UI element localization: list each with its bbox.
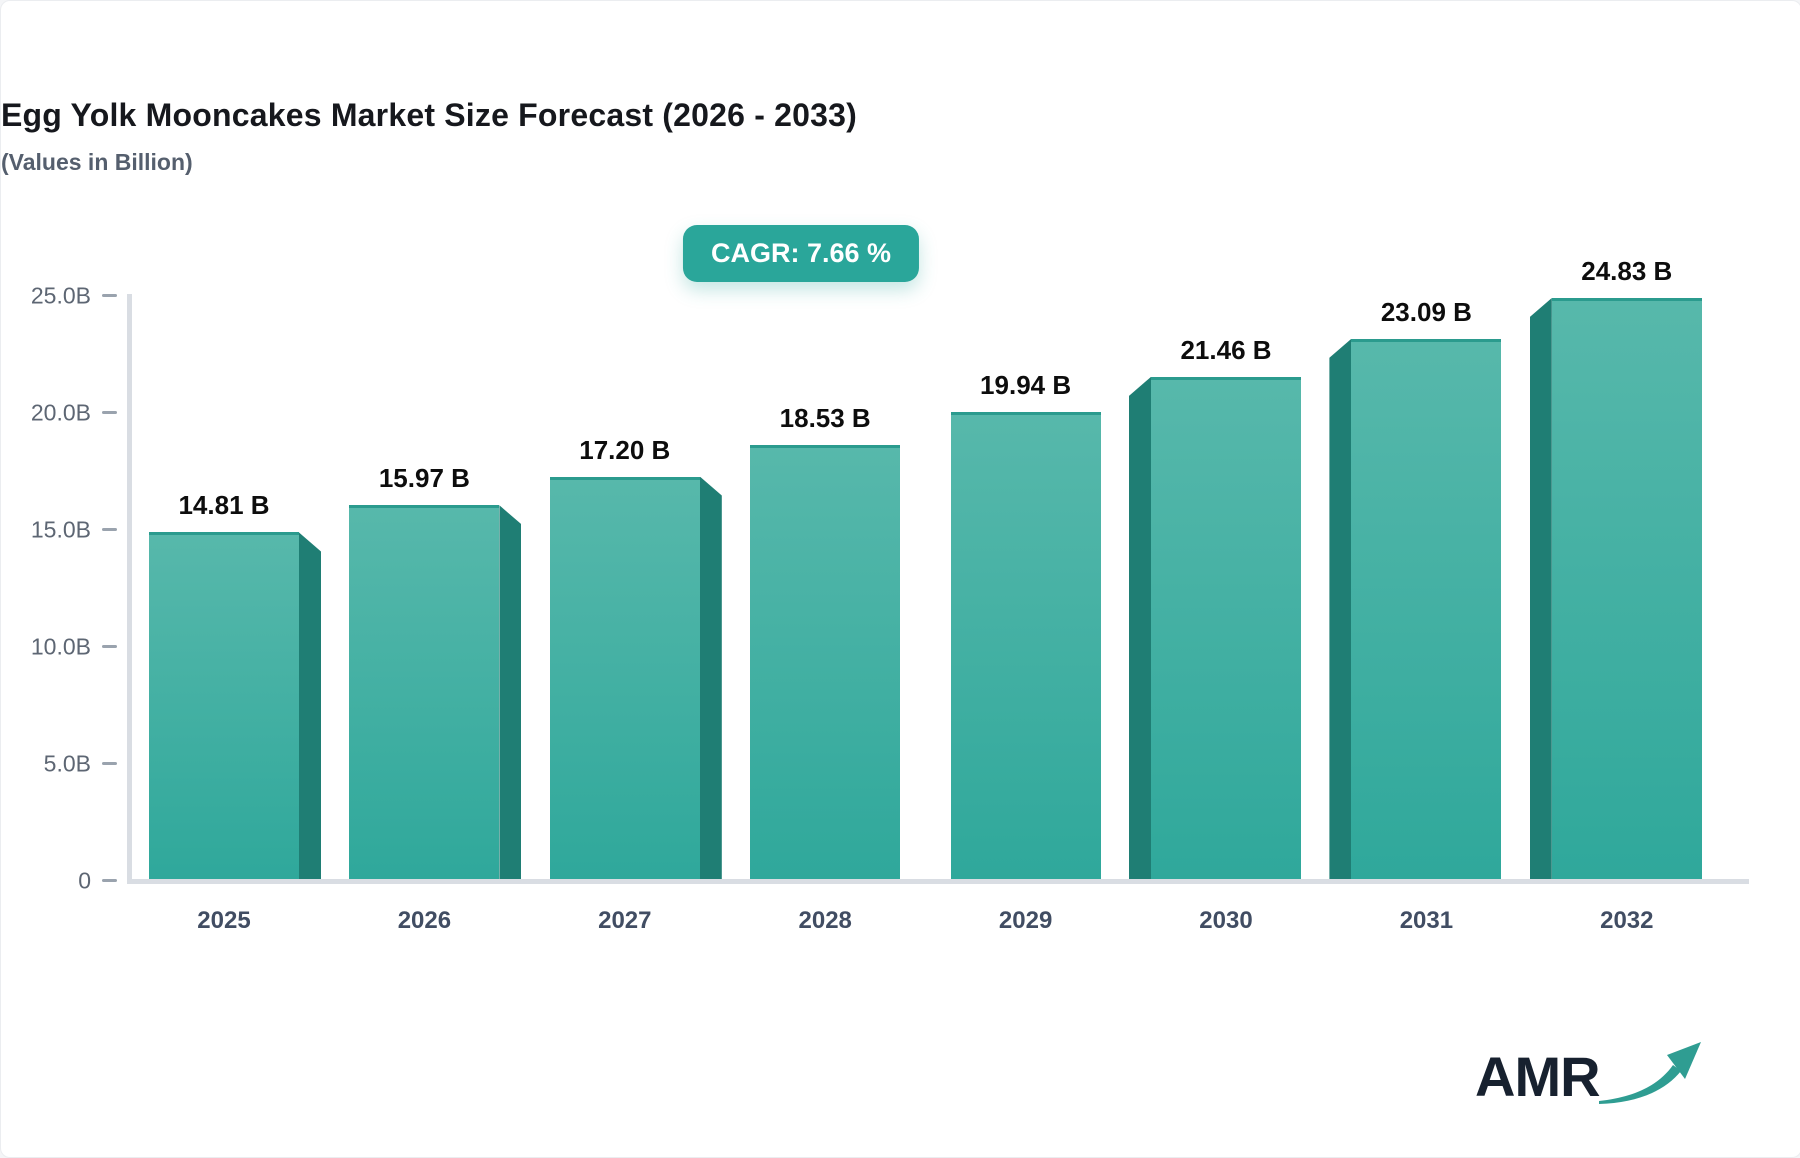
y-tick-mark	[102, 762, 117, 765]
y-tick-mark	[102, 879, 117, 882]
bar-2030	[1151, 376, 1301, 879]
bar-3d-side-2027	[699, 476, 722, 879]
x-axis-label-2028: 2028	[798, 907, 852, 934]
y-tick-label: 5.0B	[43, 750, 91, 776]
bar-2025	[149, 532, 299, 879]
cagr-badge: CAGR: 7.66 %	[682, 225, 920, 282]
chart-subtitle: (Values in Billion)	[1, 149, 193, 175]
bar-3d-side-2026	[499, 505, 522, 879]
x-axis-label-2027: 2027	[598, 907, 652, 934]
x-axis-label-2025: 2025	[197, 907, 251, 934]
bar-value-label: 23.09 B	[1380, 296, 1472, 327]
y-tick-label: 10.0B	[30, 633, 91, 659]
y-tick-mark	[102, 294, 117, 297]
bar-2029	[950, 412, 1101, 879]
x-axis-label-2026: 2026	[397, 907, 452, 934]
bar-2028	[750, 445, 901, 879]
growth-arrow-icon	[1599, 1042, 1701, 1104]
y-tick-mark	[102, 528, 117, 531]
bar-2032	[1551, 297, 1702, 879]
bar-value-label: 17.20 B	[579, 434, 671, 465]
bar-value-label: 21.46 B	[1180, 334, 1272, 365]
y-tick-label: 0	[78, 867, 91, 893]
bar-3d-side-2032	[1529, 297, 1552, 879]
bar-2031	[1351, 338, 1502, 879]
y-tick-mark	[102, 411, 117, 414]
bar-value-label: 18.53 B	[779, 403, 871, 434]
bar-value-label: 24.83 B	[1581, 255, 1673, 286]
x-axis-baseline	[127, 879, 1749, 884]
y-tick-label: 25.0B	[30, 282, 91, 308]
bar-3d-side-2025	[299, 532, 321, 879]
x-axis-label-2030: 2030	[1199, 907, 1253, 934]
chart-title: Egg Yolk Mooncakes Market Size Forecast …	[1, 97, 857, 133]
bar-value-label: 19.94 B	[980, 370, 1072, 401]
bar-value-label: 14.81 B	[178, 490, 270, 521]
y-tick-label: 15.0B	[30, 516, 91, 542]
amr-logo: AMR	[1475, 1037, 1705, 1117]
bar-3d-side-2030	[1129, 376, 1151, 879]
x-axis-label-2031: 2031	[1399, 907, 1454, 934]
bar-2026	[349, 505, 500, 879]
y-tick-label: 20.0B	[30, 399, 91, 425]
x-axis-label-2032: 2032	[1600, 907, 1654, 934]
y-tick-mark	[102, 645, 117, 648]
y-axis-line	[127, 294, 132, 884]
x-axis-label-2029: 2029	[998, 907, 1053, 934]
bar-3d-side-2031	[1329, 338, 1352, 879]
amr-logo-text: AMR	[1475, 1045, 1601, 1108]
bar-2027	[549, 476, 700, 879]
bar-value-label: 15.97 B	[378, 463, 470, 494]
